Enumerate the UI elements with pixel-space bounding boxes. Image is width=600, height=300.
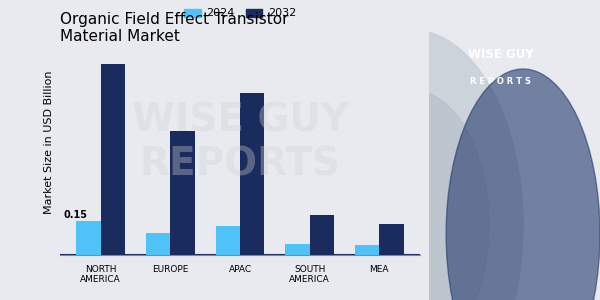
Bar [355,245,379,255]
Bar [170,131,195,255]
Circle shape [335,90,489,300]
Ellipse shape [446,69,600,300]
Legend: 2024, 2032: 2024, 2032 [179,4,301,23]
Bar [76,221,101,255]
Bar [101,64,125,255]
Text: 0.15: 0.15 [64,211,88,220]
Y-axis label: Market Size in USD Billion: Market Size in USD Billion [44,71,55,214]
Bar [310,214,334,255]
Text: R E P O R T S: R E P O R T S [470,76,531,85]
Bar [215,226,240,255]
Text: WISE GUY
REPORTS: WISE GUY REPORTS [131,101,349,184]
Bar [379,224,404,255]
Text: Organic Field Effect Transistor
Material Market: Organic Field Effect Transistor Material… [60,12,289,44]
Bar [240,93,265,255]
Circle shape [301,30,523,300]
Bar [285,244,310,255]
Text: WISE GUY: WISE GUY [468,47,533,61]
Bar [146,232,170,255]
